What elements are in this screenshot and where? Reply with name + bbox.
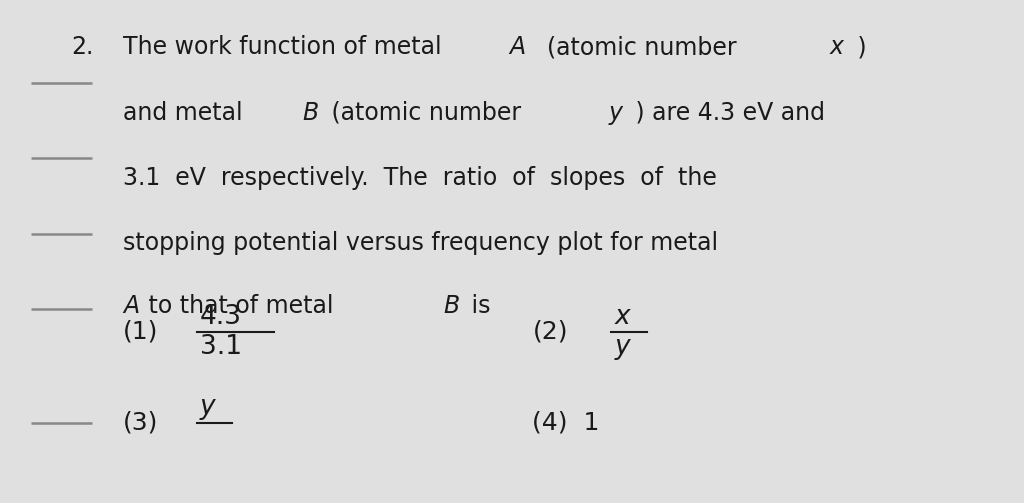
Text: (4)  1: (4) 1	[532, 410, 600, 435]
Text: 4.3: 4.3	[200, 304, 242, 330]
Text: 2.: 2.	[72, 35, 94, 59]
Text: stopping potential versus frequency plot for metal: stopping potential versus frequency plot…	[123, 231, 718, 256]
Text: to that of metal: to that of metal	[141, 294, 341, 318]
Text: (1): (1)	[123, 320, 159, 344]
Text: ): )	[850, 35, 866, 59]
Text: y: y	[200, 394, 215, 421]
Text: is: is	[464, 294, 490, 318]
Text: y: y	[614, 334, 630, 360]
Text: B: B	[302, 101, 318, 125]
Text: y: y	[608, 101, 623, 125]
Text: x: x	[829, 35, 844, 59]
Text: 3.1: 3.1	[200, 334, 242, 360]
Text: ) are 4.3 eV and: ) are 4.3 eV and	[628, 101, 824, 125]
Text: (3): (3)	[123, 410, 159, 435]
Text: (atomic number: (atomic number	[324, 101, 521, 125]
Text: and metal: and metal	[123, 101, 243, 125]
Text: B: B	[443, 294, 460, 318]
Text: A: A	[509, 35, 525, 59]
Text: (2): (2)	[532, 320, 568, 344]
Text: 3.1  eV  respectively.  The  ratio  of  slopes  of  the: 3.1 eV respectively. The ratio of slopes…	[123, 166, 717, 190]
Text: x: x	[614, 304, 630, 330]
Text: (atomic number: (atomic number	[532, 35, 744, 59]
Text: A: A	[123, 294, 139, 318]
Text: The work function of metal: The work function of metal	[123, 35, 441, 59]
